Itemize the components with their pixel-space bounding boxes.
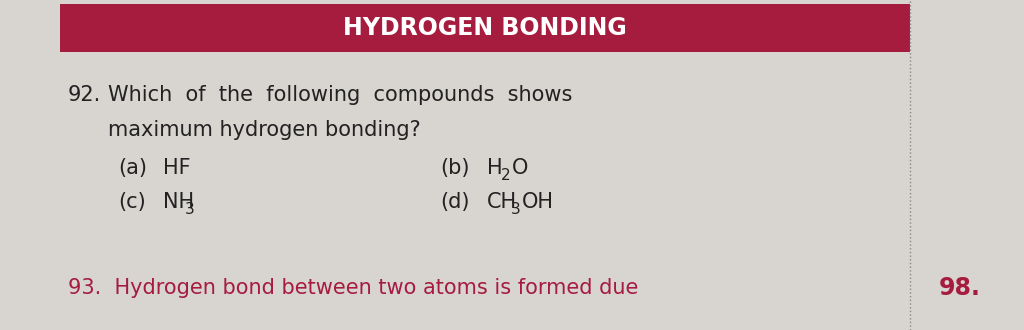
Text: HYDROGEN BONDING: HYDROGEN BONDING [343,16,627,40]
Text: HF: HF [163,158,190,178]
Text: NH: NH [163,192,195,212]
Text: (c): (c) [118,192,145,212]
Text: (d): (d) [440,192,469,212]
Bar [60,4,910,52]
Text: Which  of  the  following  compounds  shows: Which of the following compounds shows [108,85,572,105]
Text: O: O [512,158,528,178]
Text: (b): (b) [440,158,469,178]
Text: 2: 2 [501,168,511,182]
Text: 92.: 92. [68,85,101,105]
Text: 93.  Hydrogen bond between two atoms is formed due: 93. Hydrogen bond between two atoms is f… [68,278,638,298]
Text: 3: 3 [511,202,521,216]
Text: 98.: 98. [939,276,981,300]
Text: 3: 3 [185,202,195,216]
Text: maximum hydrogen bonding?: maximum hydrogen bonding? [108,120,421,140]
Text: H: H [487,158,503,178]
Text: (a): (a) [118,158,147,178]
Text: CH: CH [487,192,517,212]
Text: OH: OH [522,192,554,212]
